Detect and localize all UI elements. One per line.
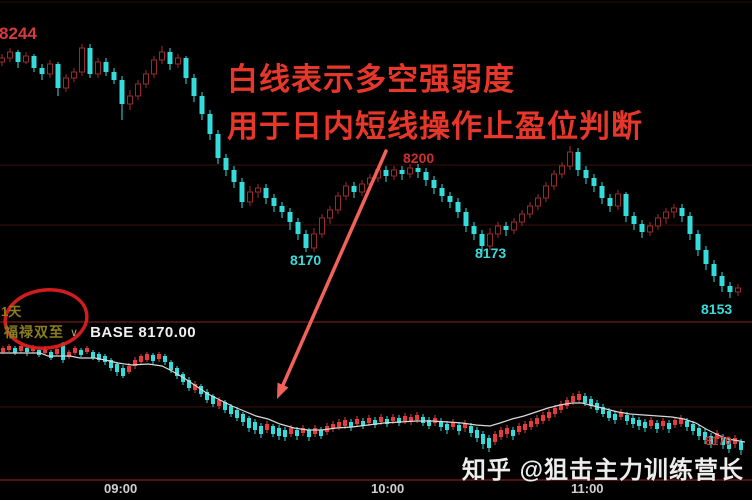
- interval-label: 1天: [1, 304, 22, 319]
- time-label-1100: 11:00: [571, 481, 604, 496]
- price-panel-candles: [0, 44, 741, 298]
- annotation-line-1: 白线表示多空强弱度: [227, 62, 515, 97]
- time-label-0900: 09:00: [104, 481, 138, 496]
- gridlines: [0, 1, 752, 481]
- annotation-ellipse: [3, 288, 89, 350]
- indicator-base-value: BASE 8170.00: [90, 324, 197, 341]
- time-label-1000: 10:00: [371, 481, 405, 496]
- annotation-arrow: [281, 149, 388, 387]
- chevron-down-icon[interactable]: ∨: [70, 327, 79, 339]
- watermark-text: 知乎 @狙击主力训练营长: [461, 457, 744, 484]
- price-label-8244: 8244: [0, 24, 37, 43]
- annotation-arrowhead: [277, 382, 289, 399]
- annotation-line-2: 用于日内短线操作止盈位判断: [227, 109, 643, 144]
- white-strength-line: [0, 352, 746, 443]
- price-label-8200: 8200: [403, 150, 435, 166]
- indicator-selector[interactable]: 福禄双至 ∨ BASE 8170.00: [4, 322, 196, 342]
- indicator-panel-candles: [1, 342, 743, 455]
- price-label-8153: 8153: [701, 301, 733, 317]
- price-label-8170-main: 8170: [290, 252, 322, 268]
- indicator-name-label[interactable]: 福禄双至: [4, 324, 64, 340]
- price-label-8170-indicator: 8170: [705, 434, 732, 448]
- price-label-8173: 8173: [475, 245, 507, 261]
- annotation-text-block: 白线表示多空强弱度 用于日内短线操作止盈位判断: [227, 56, 643, 150]
